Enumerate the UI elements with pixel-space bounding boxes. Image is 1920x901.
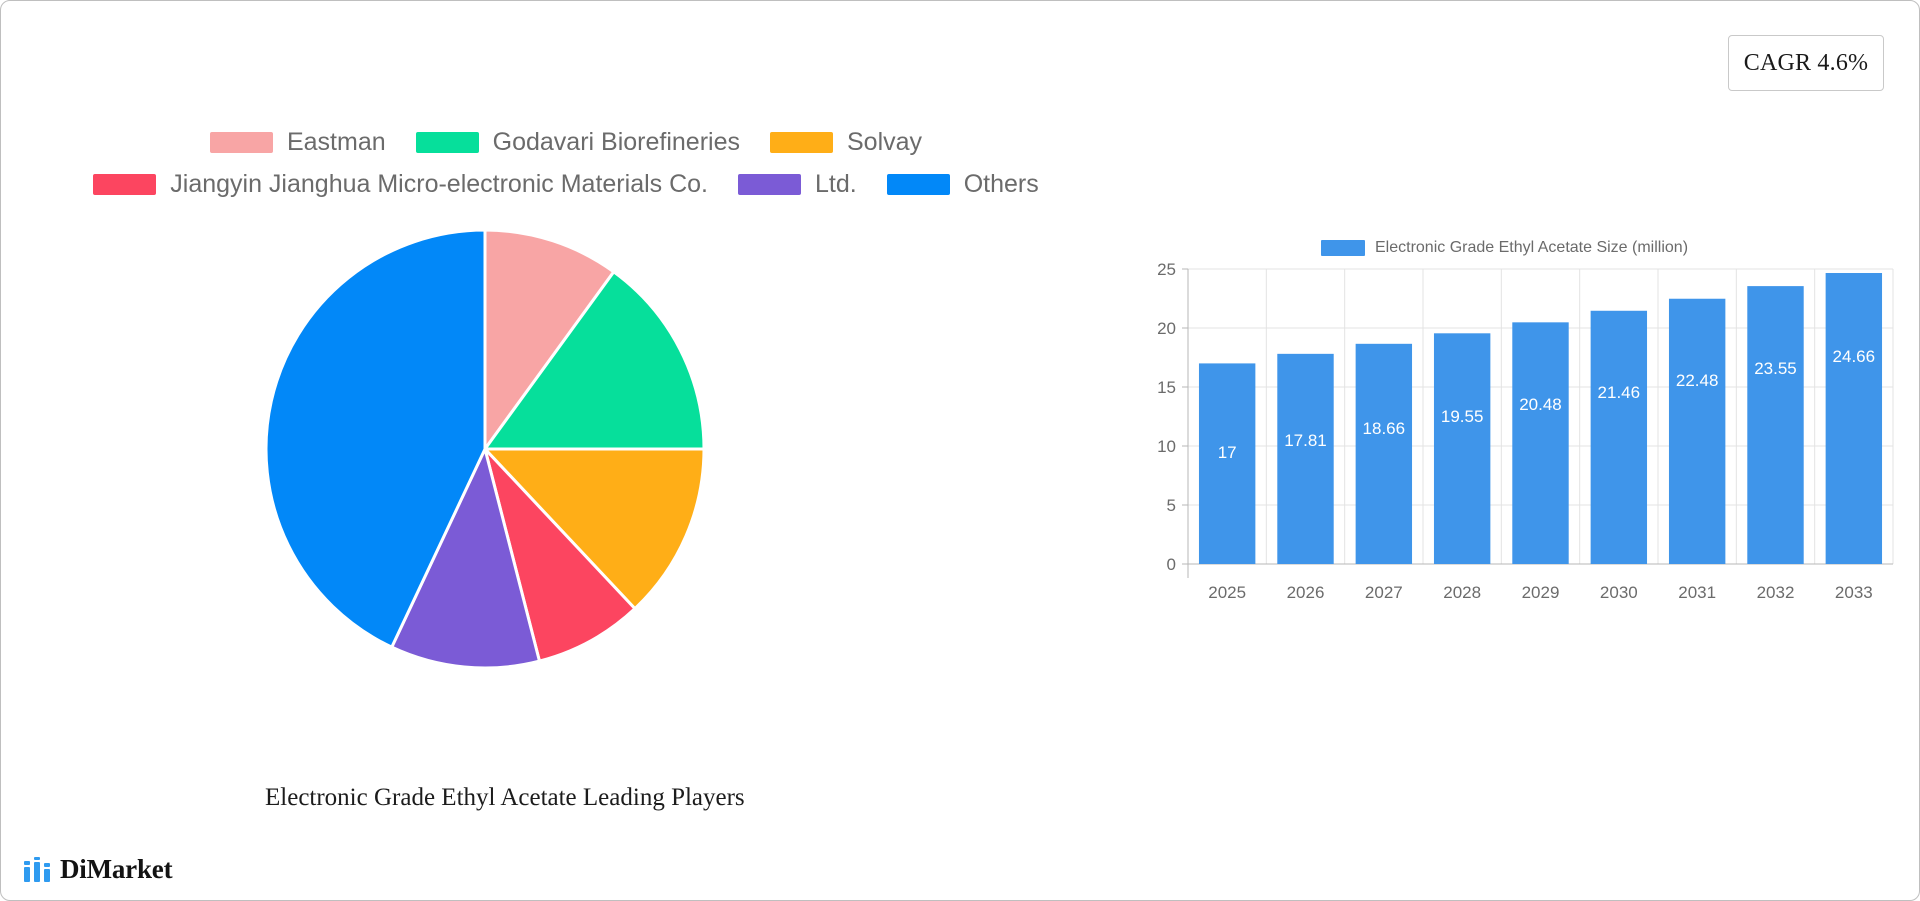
legend-label: Ltd. [815, 169, 857, 198]
legend-item-godavari-biorefineries[interactable]: Godavari Biorefineries [415, 127, 740, 156]
pie-slice[interactable] [482, 269, 705, 451]
pie-chart[interactable] [265, 229, 705, 669]
bar-chart-legend[interactable]: Electronic Grade Ethyl Acetate Size (mil… [1321, 239, 1688, 257]
pie-slice[interactable] [389, 444, 542, 669]
bar-value-label: 24.66 [1833, 347, 1876, 366]
legend-item-eastman[interactable]: Eastman [209, 127, 386, 156]
y-axis-tick-label: 20 [1157, 319, 1176, 338]
x-axis-tick-label: 2026 [1287, 583, 1325, 602]
pie-legend: Eastman Godavari Biorefineries Solvay Ji… [1, 121, 1131, 205]
bar-chart[interactable]: Electronic Grade Ethyl Acetate Size (mil… [1136, 239, 1896, 684]
x-axis-tick-label: 2031 [1678, 583, 1716, 602]
pie-slice[interactable] [481, 447, 705, 611]
legend-item-others[interactable]: Others [886, 169, 1039, 198]
legend-item-jiangyin-jianghua[interactable]: Jiangyin Jianghua Micro-electronic Mater… [93, 169, 708, 198]
y-axis-tick-label: 25 [1157, 261, 1176, 279]
pie-chart-svg [265, 229, 705, 669]
legend-swatch-icon [769, 131, 833, 153]
x-axis-tick-label: 2027 [1365, 583, 1403, 602]
y-axis-tick-label: 15 [1157, 378, 1176, 397]
bar-legend-label: Electronic Grade Ethyl Acetate Size (mil… [1375, 239, 1689, 256]
x-axis-tick-label: 2029 [1522, 583, 1560, 602]
legend-item-ltd[interactable]: Ltd. [738, 169, 857, 198]
y-axis-tick-label: 10 [1157, 437, 1176, 456]
bar-value-label: 18.66 [1363, 419, 1406, 438]
legend-swatch-icon [738, 173, 801, 195]
legend-label: Eastman [286, 127, 386, 156]
y-axis-tick-label: 0 [1167, 555, 1176, 574]
bar[interactable] [1590, 310, 1648, 564]
bar[interactable] [1668, 298, 1726, 564]
legend-swatch-icon [209, 131, 273, 153]
bar-value-label: 17.81 [1284, 431, 1327, 450]
x-axis-tick-label: 2030 [1600, 583, 1638, 602]
legend-label: Solvay [846, 127, 923, 156]
bar-value-label: 21.46 [1598, 383, 1641, 402]
bar[interactable] [1747, 286, 1804, 564]
brand-logo-text: DiMarket [60, 854, 173, 884]
pie-slice[interactable] [265, 229, 487, 650]
legend-swatch-icon [1321, 240, 1365, 256]
legend-swatch-icon [415, 131, 479, 153]
legend-label: Godavari Biorefineries [492, 127, 740, 156]
y-axis-tick-label: 5 [1167, 496, 1176, 515]
bar-value-label: 19.55 [1441, 407, 1484, 426]
pie-slice[interactable] [483, 447, 638, 663]
legend-swatch-icon [93, 173, 157, 195]
legend-label: Others [963, 169, 1039, 198]
bar[interactable] [1512, 322, 1569, 564]
bar-chart-svg: 17 17.81 18.66 19.55 20.48 21.46 22.48 23.55 24.… [1157, 261, 1894, 602]
x-axis-tick-label: 2025 [1208, 583, 1246, 602]
bar[interactable] [1355, 343, 1413, 564]
x-axis-tick-label: 2028 [1443, 583, 1481, 602]
bar[interactable] [1198, 363, 1256, 564]
x-axis-tick-label: 2033 [1835, 583, 1873, 602]
bar-value-label: 17 [1218, 443, 1237, 462]
legend-swatch-icon [886, 173, 950, 195]
brand-logo: DiMarket [23, 854, 173, 885]
bar[interactable] [1433, 333, 1491, 564]
pie-chart-title: Electronic Grade Ethyl Acetate Leading P… [265, 784, 745, 811]
pie-legend-row-2: Jiangyin Jianghua Micro-electronic Mater… [1, 163, 1131, 205]
cagr-badge: CAGR 4.6% [1728, 35, 1884, 91]
bar-chart-logo-icon [24, 856, 50, 882]
legend-item-solvay[interactable]: Solvay [769, 127, 923, 156]
bar-value-label: 20.48 [1519, 395, 1562, 414]
bar[interactable] [1825, 273, 1883, 564]
legend-label: Jiangyin Jianghua Micro-electronic Mater… [170, 169, 708, 198]
bar-value-label: 22.48 [1676, 371, 1719, 390]
pie-slice[interactable] [483, 229, 616, 454]
bar[interactable] [1277, 353, 1334, 564]
x-axis-tick-label: 2032 [1757, 583, 1795, 602]
cagr-label: CAGR 4.6% [1743, 49, 1869, 76]
bar-value-label: 23.55 [1754, 359, 1797, 378]
pie-legend-row-1: Eastman Godavari Biorefineries Solvay [1, 121, 1131, 163]
